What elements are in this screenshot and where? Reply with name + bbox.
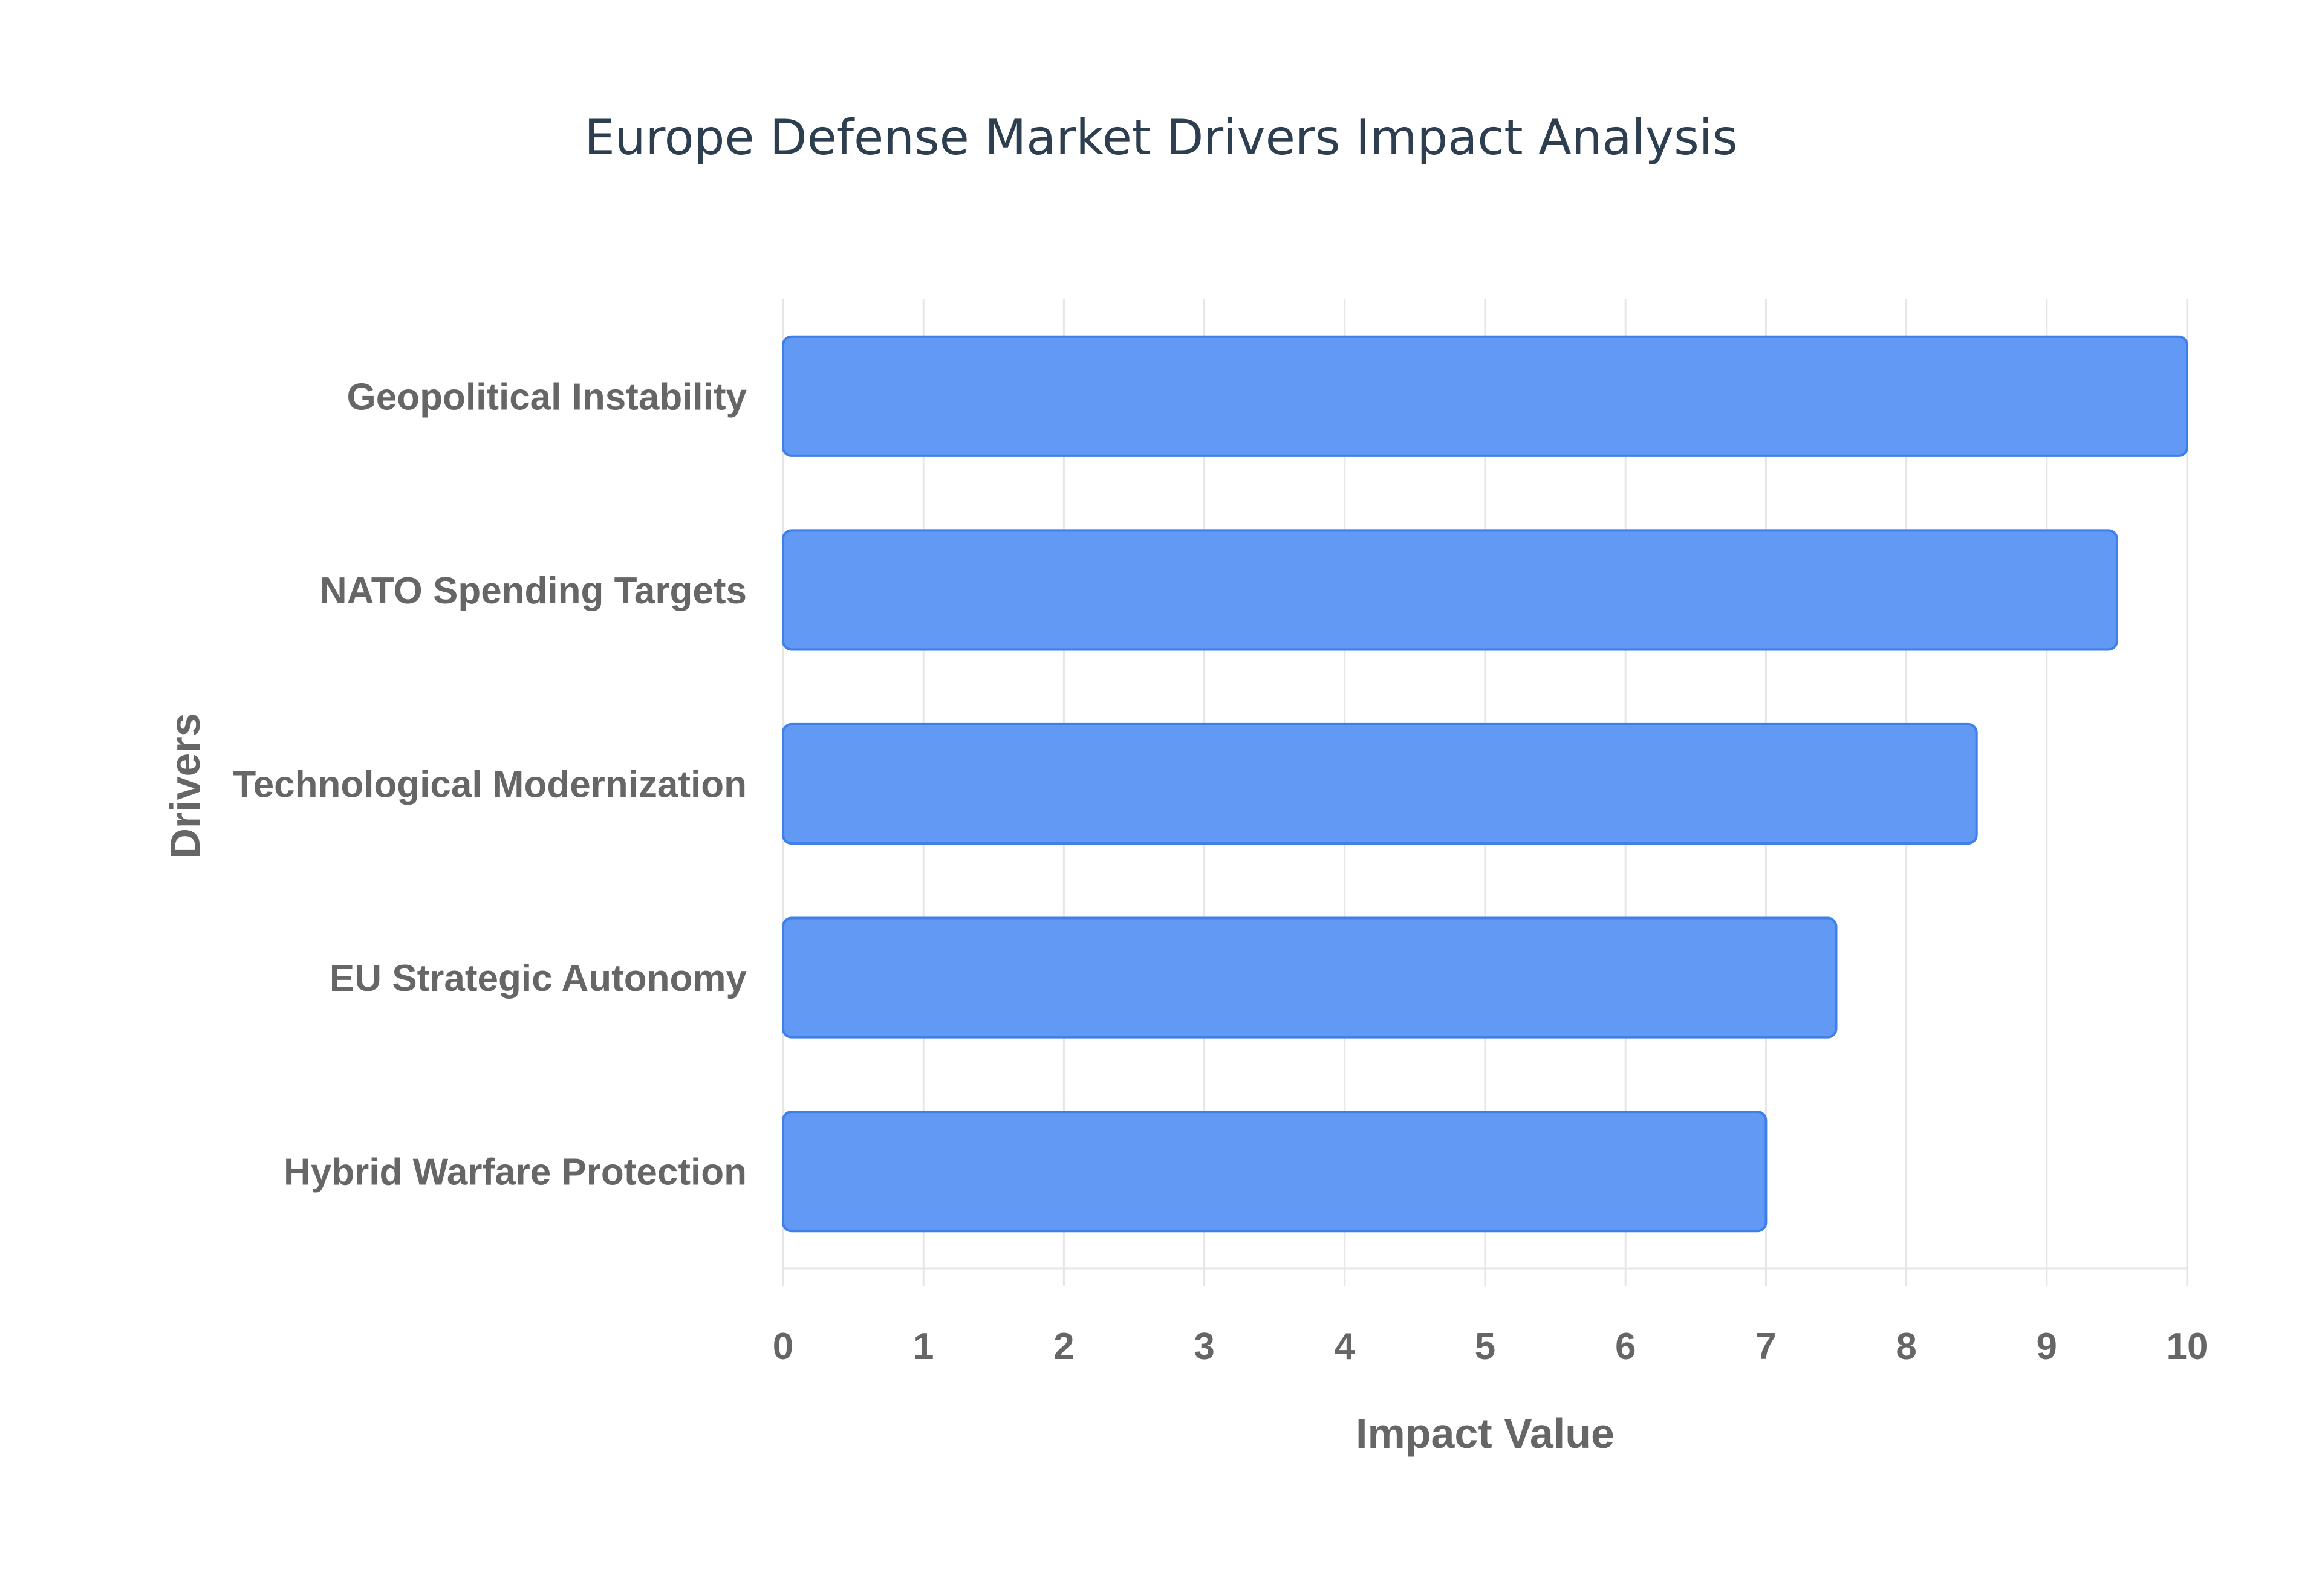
chart-title: Europe Defense Market Drivers Impact Ana… (584, 109, 1737, 166)
x-tick-label: 9 (2037, 1326, 2057, 1367)
x-tick-label: 0 (773, 1326, 793, 1367)
y-tick-label: Geopolitical Instability (347, 376, 747, 418)
x-tick-label: 10 (2167, 1326, 2208, 1367)
bar (782, 529, 2118, 651)
x-tick-label: 8 (1896, 1326, 1916, 1367)
x-tick-label: 5 (1475, 1326, 1495, 1367)
bar (782, 722, 1978, 845)
x-tick-label: 6 (1615, 1326, 1636, 1367)
x-axis-title: Impact Value (1356, 1410, 1615, 1457)
bar (782, 335, 2188, 457)
y-tick-label: Hybrid Warfare Protection (284, 1152, 747, 1193)
y-tick-label: NATO Spending Targets (320, 570, 747, 612)
x-tick-label: 1 (913, 1326, 934, 1367)
x-tick-label: 3 (1194, 1326, 1214, 1367)
x-tick-label: 2 (1053, 1326, 1074, 1367)
x-tick-label: 7 (1755, 1326, 1776, 1367)
x-axis-ticks: 0 1 2 3 4 5 6 7 8 9 10 (773, 1326, 2208, 1367)
y-tick-label: EU Strategic Autonomy (330, 958, 747, 999)
x-tick-label: 4 (1335, 1326, 1356, 1367)
y-axis-ticks: Geopolitical Instability NATO Spending Ta… (233, 376, 747, 1193)
y-axis-title: Drivers (161, 713, 209, 858)
bar (782, 916, 1838, 1039)
y-tick-label: Technological Modernization (233, 764, 747, 806)
bar (782, 1111, 1768, 1233)
bars (782, 335, 2188, 1233)
